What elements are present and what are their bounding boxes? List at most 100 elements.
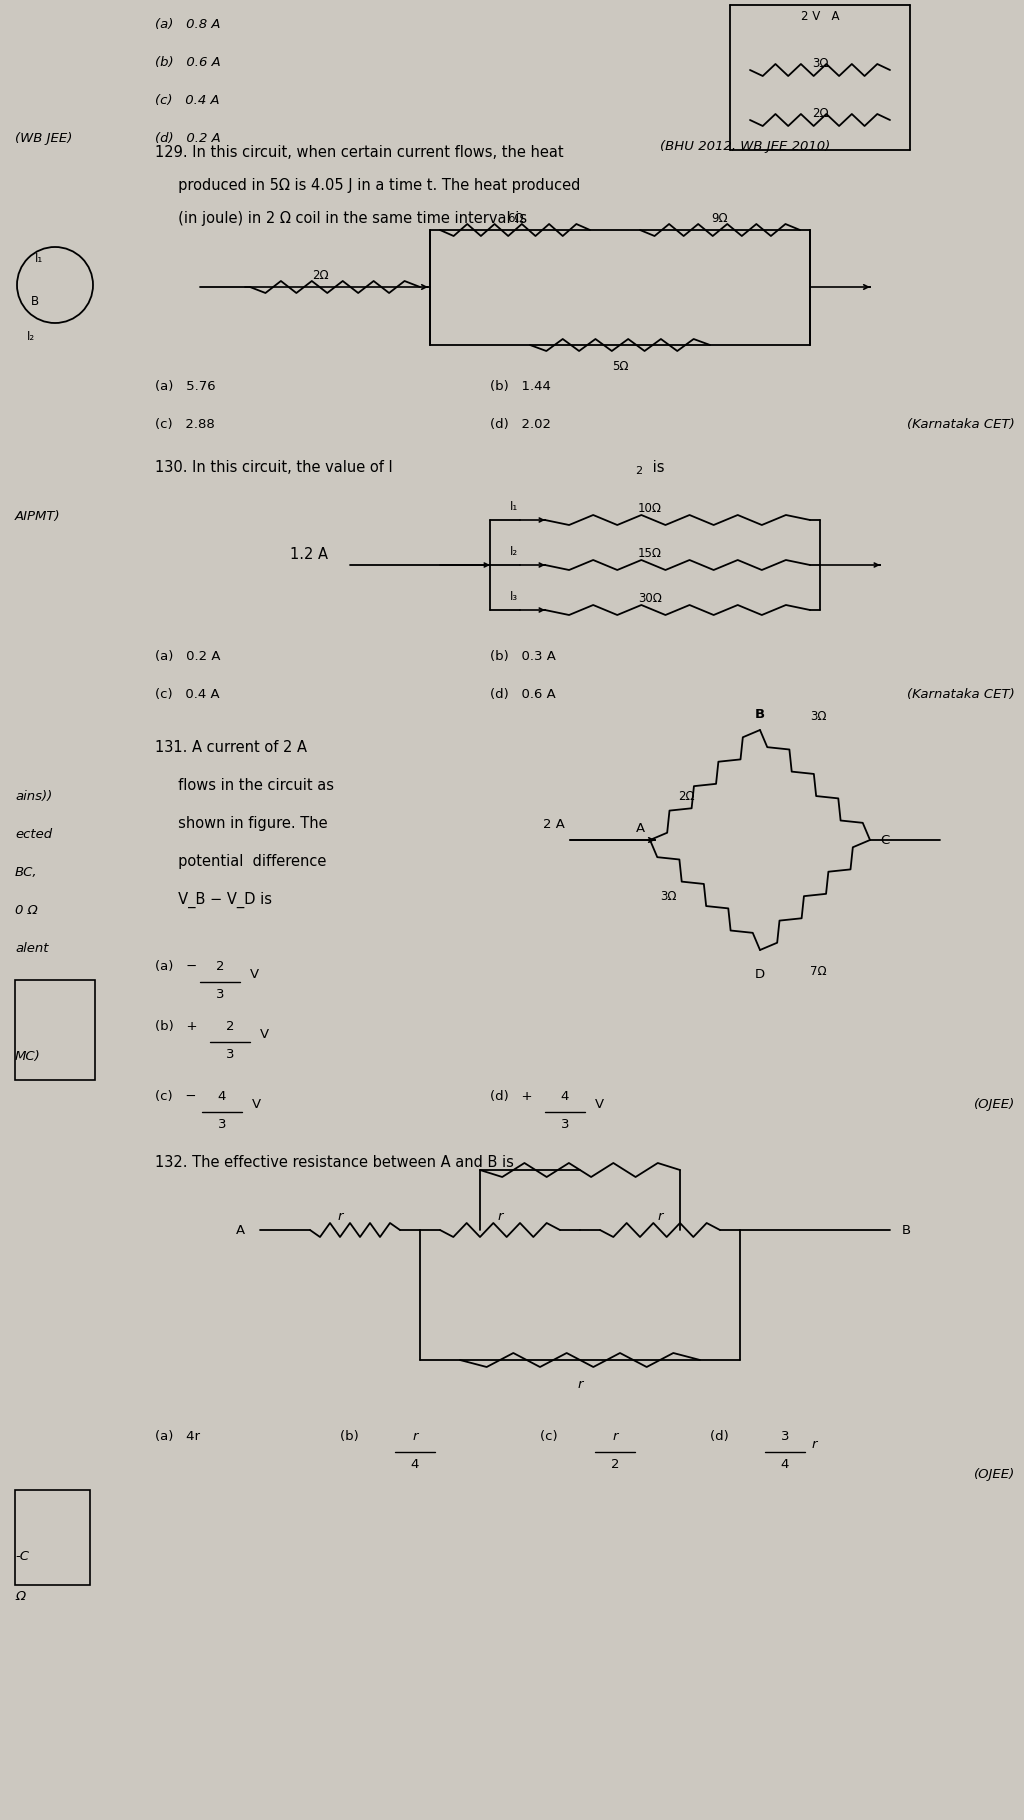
Text: A: A xyxy=(236,1223,245,1236)
Bar xyxy=(15,979,95,1079)
Text: (b)   +: (b) + xyxy=(155,1019,198,1034)
Text: 30Ω: 30Ω xyxy=(638,592,662,604)
Text: 9Ω: 9Ω xyxy=(712,211,728,226)
Text: B: B xyxy=(31,295,39,308)
Text: 3Ω: 3Ω xyxy=(810,710,826,723)
Text: 3: 3 xyxy=(561,1117,569,1130)
Text: V: V xyxy=(595,1097,604,1110)
Text: r: r xyxy=(578,1378,583,1390)
Text: ains)): ains)) xyxy=(15,790,52,803)
Text: (a)   4r: (a) 4r xyxy=(155,1431,200,1443)
Text: 4: 4 xyxy=(218,1090,226,1103)
Text: r: r xyxy=(612,1431,617,1443)
Text: 129. In this circuit, when certain current flows, the heat: 129. In this circuit, when certain curre… xyxy=(155,146,563,160)
Text: 2: 2 xyxy=(635,466,642,477)
Text: 7Ω: 7Ω xyxy=(810,965,826,977)
Text: 2Ω: 2Ω xyxy=(311,269,329,282)
Text: (WB JEE): (WB JEE) xyxy=(15,133,73,146)
Text: (d)   2.02: (d) 2.02 xyxy=(490,419,551,431)
Text: 4: 4 xyxy=(411,1458,419,1471)
Text: (d)   +: (d) + xyxy=(490,1090,532,1103)
Text: D: D xyxy=(755,968,765,981)
Text: (b)   0.3 A: (b) 0.3 A xyxy=(490,650,556,662)
Text: (Karnataka CET): (Karnataka CET) xyxy=(907,419,1015,431)
Text: 2: 2 xyxy=(225,1019,234,1034)
Text: 3: 3 xyxy=(218,1117,226,1130)
Text: 2 A: 2 A xyxy=(543,817,565,832)
Text: 3: 3 xyxy=(225,1048,234,1061)
Text: V: V xyxy=(250,968,259,981)
Text: V: V xyxy=(260,1028,269,1041)
Text: (b): (b) xyxy=(340,1431,372,1443)
Text: 10Ω: 10Ω xyxy=(638,502,662,515)
Text: 5Ω: 5Ω xyxy=(611,360,629,373)
Text: r: r xyxy=(413,1431,418,1443)
Bar xyxy=(15,1491,90,1585)
Text: (c)   −: (c) − xyxy=(155,1090,197,1103)
Text: (OJEE): (OJEE) xyxy=(974,1469,1015,1481)
Text: alent: alent xyxy=(15,943,48,956)
Text: B: B xyxy=(755,708,765,721)
Text: (d): (d) xyxy=(710,1431,741,1443)
Text: 2 V   A: 2 V A xyxy=(801,9,840,24)
Text: -C: -C xyxy=(15,1551,29,1563)
Text: AIPMT): AIPMT) xyxy=(15,510,60,522)
Text: 2Ω: 2Ω xyxy=(812,107,828,120)
Text: produced in 5Ω is 4.05 J in a time t. The heat produced: produced in 5Ω is 4.05 J in a time t. Th… xyxy=(155,178,581,193)
Text: (c): (c) xyxy=(540,1431,570,1443)
Text: BC,: BC, xyxy=(15,866,38,879)
Text: V: V xyxy=(252,1097,261,1110)
Text: shown in figure. The: shown in figure. The xyxy=(155,815,328,832)
Text: ected: ected xyxy=(15,828,52,841)
Text: (a)   −: (a) − xyxy=(155,959,198,974)
Text: (Karnataka CET): (Karnataka CET) xyxy=(907,688,1015,701)
Text: r: r xyxy=(812,1438,817,1451)
Text: flows in the circuit as: flows in the circuit as xyxy=(155,777,334,794)
Text: (in joule) in 2 Ω coil in the same time interval is: (in joule) in 2 Ω coil in the same time … xyxy=(155,211,527,226)
Text: potential  difference: potential difference xyxy=(155,854,327,868)
Text: (a)   5.76: (a) 5.76 xyxy=(155,380,216,393)
Text: B: B xyxy=(902,1223,911,1236)
Text: 2: 2 xyxy=(610,1458,620,1471)
Text: 3Ω: 3Ω xyxy=(812,56,828,69)
Text: (d)   0.6 A: (d) 0.6 A xyxy=(490,688,556,701)
Text: I₁: I₁ xyxy=(510,501,518,513)
Text: (c)   0.4 A: (c) 0.4 A xyxy=(155,688,219,701)
Text: Ω: Ω xyxy=(15,1591,26,1603)
Text: 4: 4 xyxy=(561,1090,569,1103)
Text: (c)   2.88: (c) 2.88 xyxy=(155,419,215,431)
Text: (d)   0.2 A: (d) 0.2 A xyxy=(155,133,221,146)
Text: r: r xyxy=(657,1210,663,1223)
Text: r: r xyxy=(337,1210,343,1223)
Text: 2Ω: 2Ω xyxy=(678,790,694,803)
Text: 0 Ω: 0 Ω xyxy=(15,905,38,917)
Text: I₃: I₃ xyxy=(510,590,518,602)
Text: (b)   0.6 A: (b) 0.6 A xyxy=(155,56,221,69)
Text: (OJEE): (OJEE) xyxy=(974,1097,1015,1110)
Text: 2: 2 xyxy=(216,959,224,974)
Text: 130. In this circuit, the value of I: 130. In this circuit, the value of I xyxy=(155,460,393,475)
Text: MC): MC) xyxy=(15,1050,41,1063)
Text: I₂: I₂ xyxy=(27,329,35,342)
Text: (c)   0.4 A: (c) 0.4 A xyxy=(155,95,219,107)
Text: is: is xyxy=(648,460,665,475)
Text: 15Ω: 15Ω xyxy=(638,548,662,561)
Text: (a)   0.8 A: (a) 0.8 A xyxy=(155,18,220,31)
Text: 4: 4 xyxy=(781,1458,790,1471)
Text: (BHU 2012, WB JEE 2010): (BHU 2012, WB JEE 2010) xyxy=(660,140,830,153)
Text: V_B − V_D is: V_B − V_D is xyxy=(155,892,272,908)
Text: (b)   1.44: (b) 1.44 xyxy=(490,380,551,393)
Text: 3: 3 xyxy=(780,1431,790,1443)
Text: (a)   0.2 A: (a) 0.2 A xyxy=(155,650,220,662)
Text: 132. The effective resistance between A and B is: 132. The effective resistance between A … xyxy=(155,1156,514,1170)
Text: A: A xyxy=(636,823,645,835)
Text: 1.2 A: 1.2 A xyxy=(290,548,328,562)
Text: r: r xyxy=(498,1210,503,1223)
Text: 3: 3 xyxy=(216,988,224,1001)
Text: 131. A current of 2 A: 131. A current of 2 A xyxy=(155,741,307,755)
Text: 3Ω: 3Ω xyxy=(660,890,677,903)
Text: I₂: I₂ xyxy=(510,544,518,559)
Text: 6Ω: 6Ω xyxy=(507,211,523,226)
Text: C: C xyxy=(880,834,889,846)
Text: I₁: I₁ xyxy=(35,251,43,266)
